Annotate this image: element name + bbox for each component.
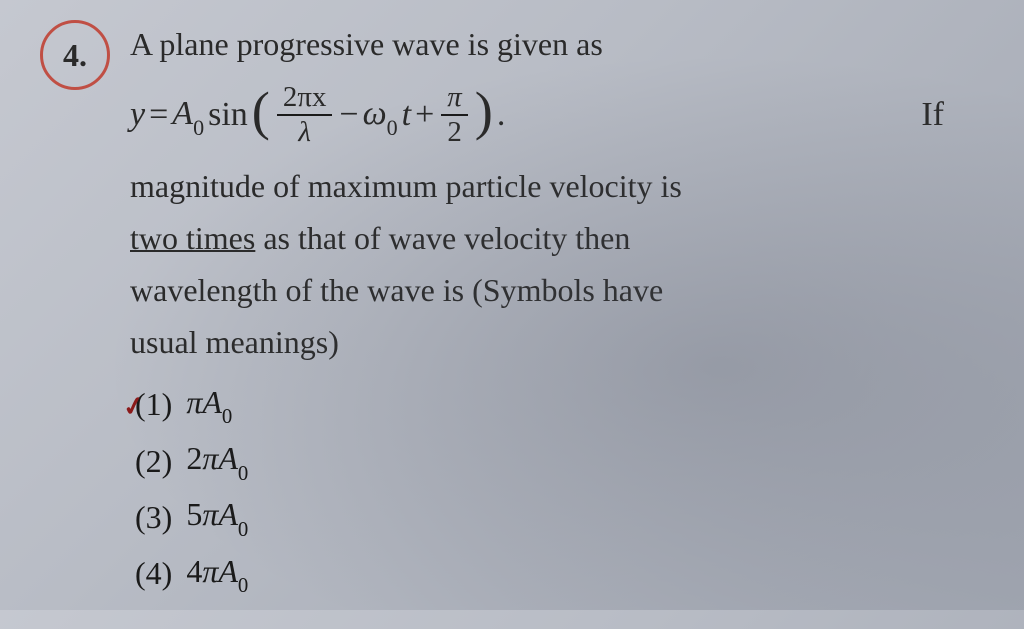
formula-rparen: )	[475, 71, 493, 153]
option-3-pi: π	[202, 496, 218, 532]
options-list: ✓ (1) πA0 (2) 2πA0 (3) 5πA0 (4) 4πA0	[135, 384, 964, 596]
option-4: (4) 4πA0	[135, 553, 964, 595]
option-4-label: (4)	[135, 555, 172, 592]
option-1-sub: 0	[222, 405, 232, 428]
formula-lparen: (	[252, 71, 270, 153]
formula-A-sub: 0	[193, 115, 204, 140]
formula-eq: =	[149, 89, 168, 140]
formula-frac2-num: π	[441, 83, 467, 116]
question-line-3: magnitude of maximum particle velocity i…	[130, 162, 964, 210]
formula-sin: sin	[208, 89, 248, 140]
option-4-A: A	[218, 553, 238, 589]
formula-frac1: 2πx λ	[277, 83, 332, 147]
option-3-coeff: 5	[186, 496, 202, 532]
question-row: 4. A plane progressive wave is given as …	[40, 20, 964, 370]
formula-omega-sub: 0	[387, 115, 398, 140]
option-2-label: (2)	[135, 443, 172, 480]
formula-omega0: ω0	[363, 88, 398, 141]
formula-frac1-den: λ	[292, 116, 317, 147]
option-4-sub: 0	[238, 574, 248, 597]
question-line-5: wavelength of the wave is (Symbols have	[130, 266, 964, 314]
option-1: ✓ (1) πA0	[135, 384, 964, 426]
question-number: 4.	[40, 20, 110, 90]
option-1-label: ✓ (1)	[135, 386, 172, 423]
formula-frac1-num: 2πx	[277, 83, 332, 116]
formula-frac2: π 2	[441, 83, 467, 147]
option-1-value: πA0	[186, 384, 232, 426]
option-4-value: 4πA0	[186, 553, 248, 595]
formula-dot: .	[497, 89, 506, 140]
circle-annotation-icon	[40, 20, 110, 90]
formula-A: A	[172, 95, 193, 132]
formula-omega: ω	[363, 95, 387, 132]
option-2-sub: 0	[238, 462, 248, 485]
question-text: A plane progressive wave is given as y =…	[130, 20, 964, 370]
option-1-pi: π	[186, 384, 202, 420]
question-line-4: two times as that of wave velocity then	[130, 214, 964, 262]
option-3-value: 5πA0	[186, 496, 248, 538]
question-line-4b: as that of wave velocity then	[255, 220, 630, 256]
option-3-sub: 0	[238, 518, 248, 541]
formula-frac2-den: 2	[441, 116, 467, 147]
option-3-label: (3)	[135, 499, 172, 536]
option-2-pi: π	[202, 440, 218, 476]
question-block: 4. A plane progressive wave is given as …	[0, 0, 1024, 629]
option-2-A: A	[218, 440, 238, 476]
formula-A0: A0	[172, 88, 204, 141]
option-4-coeff: 4	[186, 553, 202, 589]
question-line-6: usual meanings)	[130, 318, 964, 366]
option-3: (3) 5πA0	[135, 496, 964, 538]
option-2-coeff: 2	[186, 440, 202, 476]
question-line-1: A plane progressive wave is given as	[130, 20, 964, 68]
option-4-pi: π	[202, 553, 218, 589]
option-2: (2) 2πA0	[135, 440, 964, 482]
formula-minus: −	[339, 89, 358, 140]
option-3-A: A	[218, 496, 238, 532]
if-text: If	[921, 89, 964, 140]
formula-y: y	[130, 89, 145, 140]
option-1-A: A	[202, 384, 222, 420]
two-times-underlined: two times	[130, 220, 255, 256]
formula-t: t	[402, 89, 411, 140]
formula-plus: +	[415, 89, 434, 140]
wave-formula: y = A0 sin ( 2πx λ − ω0 t + π	[130, 74, 964, 156]
option-2-value: 2πA0	[186, 440, 248, 482]
